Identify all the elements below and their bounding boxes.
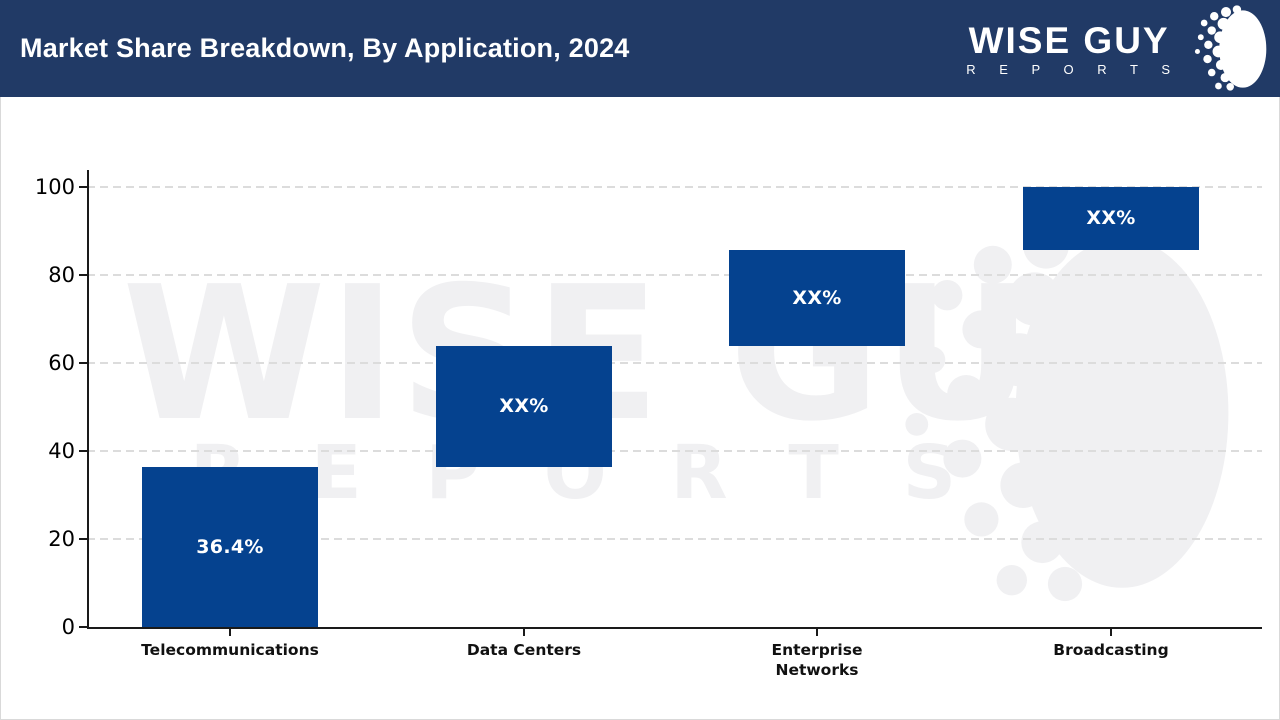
x-tick-mark bbox=[229, 629, 231, 636]
y-tick-mark bbox=[79, 186, 87, 188]
brand-logo: WISE GUY R E P O R T S bbox=[958, 4, 1280, 93]
y-gridline bbox=[87, 538, 1262, 540]
y-tick-label: 40 bbox=[48, 439, 75, 463]
watermark-brand-text: WISE GUY bbox=[122, 246, 1171, 462]
y-tick-label: 20 bbox=[48, 527, 75, 551]
y-axis-line bbox=[87, 170, 89, 629]
watermark-head-icon bbox=[905, 215, 1229, 602]
bar-value-label: XX% bbox=[499, 395, 549, 418]
brand-subtitle: R E P O R T S bbox=[966, 61, 1180, 77]
y-tick-mark bbox=[79, 274, 87, 276]
bar-value-label: XX% bbox=[792, 286, 842, 309]
x-tick-mark bbox=[523, 629, 525, 636]
y-gridline bbox=[87, 274, 1262, 276]
bar: XX% bbox=[729, 249, 905, 346]
y-tick-mark bbox=[79, 626, 87, 628]
bar: 36.4% bbox=[142, 466, 318, 627]
y-tick-label: 60 bbox=[48, 351, 75, 375]
y-tick-label: 80 bbox=[48, 263, 75, 287]
bar: XX% bbox=[436, 345, 612, 467]
y-tick-mark bbox=[79, 538, 87, 540]
brand-head-icon bbox=[1194, 4, 1267, 91]
x-tick-mark bbox=[1110, 629, 1112, 636]
y-tick-mark bbox=[79, 362, 87, 364]
y-tick-label: 100 bbox=[34, 175, 75, 199]
x-axis-line bbox=[87, 627, 1262, 629]
brand-name: WISE GUY bbox=[968, 19, 1170, 61]
category-label: Broadcasting bbox=[1053, 641, 1169, 659]
bar-value-label: 36.4% bbox=[196, 535, 264, 558]
bar: XX% bbox=[1023, 187, 1199, 250]
y-tick-label: 0 bbox=[61, 615, 75, 639]
x-tick-mark bbox=[816, 629, 818, 636]
brand-logo-text: WISE GUY R E P O R T S bbox=[958, 22, 1180, 76]
category-label: Data Centers bbox=[466, 641, 582, 659]
header-bar: Market Share Breakdown, By Application, … bbox=[0, 0, 1280, 97]
y-gridline bbox=[87, 186, 1262, 188]
category-label: Telecommunications bbox=[141, 641, 319, 659]
y-tick-mark bbox=[79, 450, 87, 452]
y-gridline bbox=[87, 362, 1262, 364]
y-gridline bbox=[87, 450, 1262, 452]
page-title: Market Share Breakdown, By Application, … bbox=[20, 33, 630, 63]
category-label: Enterprise Networks bbox=[771, 641, 863, 680]
bar-value-label: XX% bbox=[1086, 207, 1136, 230]
